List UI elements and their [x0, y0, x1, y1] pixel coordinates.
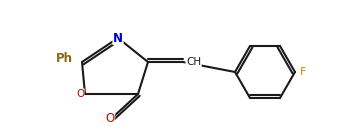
Text: O: O: [105, 111, 115, 125]
Text: N: N: [113, 32, 123, 44]
Text: Ph: Ph: [56, 52, 73, 64]
Text: CH: CH: [186, 57, 201, 67]
Text: F: F: [300, 67, 306, 77]
Text: O: O: [76, 89, 84, 99]
